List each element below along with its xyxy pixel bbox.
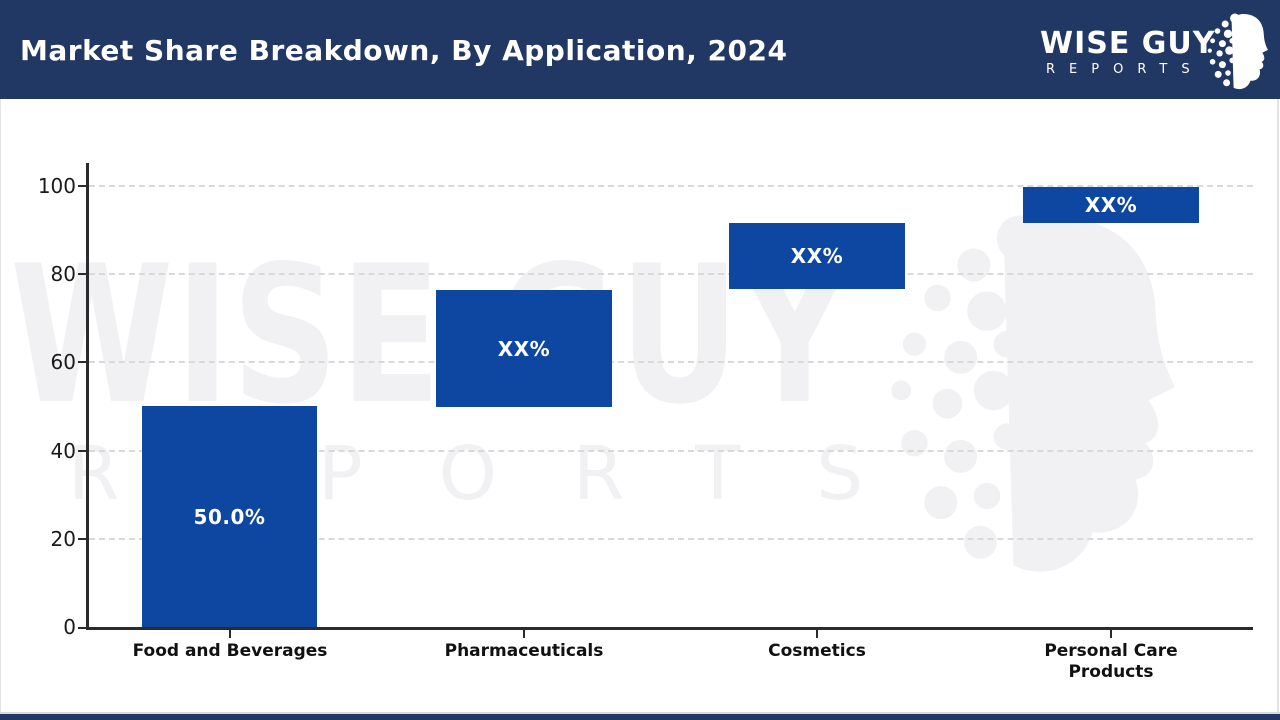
bar-value-label: XX% bbox=[790, 244, 844, 268]
bar-value-label: XX% bbox=[1084, 193, 1138, 217]
page-border-left bbox=[0, 99, 1, 713]
x-label-cosmetics: Cosmetics bbox=[768, 641, 866, 661]
bar-personal-care-products: XX% bbox=[1023, 187, 1199, 223]
gridline-80 bbox=[89, 273, 1253, 275]
bar-food-and-beverages: 50.0% bbox=[142, 406, 317, 627]
y-label-40: 40 bbox=[50, 439, 76, 463]
x-label-pharmaceuticals: Pharmaceuticals bbox=[444, 641, 604, 661]
footer-divider bbox=[0, 712, 1280, 714]
gridline-20 bbox=[89, 538, 1253, 540]
y-label-100: 100 bbox=[37, 174, 76, 198]
bar-cosmetics: XX% bbox=[729, 223, 905, 289]
bar-pharmaceuticals: XX% bbox=[436, 290, 612, 407]
x-tick-pharmaceuticals bbox=[523, 630, 525, 638]
y-tick-60 bbox=[78, 361, 87, 363]
chart-title: Market Share Breakdown, By Application, … bbox=[20, 34, 788, 67]
y-tick-80 bbox=[78, 273, 87, 275]
page-border-right bbox=[1277, 99, 1279, 713]
brand-logo: WISE GUY REPORTS bbox=[1006, 6, 1268, 94]
header-bar: Market Share Breakdown, By Application, … bbox=[0, 0, 1280, 99]
x-tick-food-and-beverages bbox=[229, 630, 231, 638]
y-tick-40 bbox=[78, 450, 87, 452]
gridline-100 bbox=[89, 185, 1253, 187]
watermark-wordmark: WISE GUY bbox=[10, 225, 850, 446]
x-label-food-and-beverages: Food and Beverages bbox=[132, 641, 328, 661]
brand-subname: REPORTS bbox=[1046, 62, 1204, 77]
footer-bar bbox=[0, 714, 1280, 720]
y-tick-100 bbox=[78, 185, 87, 187]
chart-area: WISE GUY REPORTS bbox=[0, 99, 1280, 713]
y-axis-line bbox=[86, 163, 89, 630]
bar-value-label: 50.0% bbox=[193, 504, 266, 529]
y-label-0: 0 bbox=[63, 615, 76, 639]
y-tick-20 bbox=[78, 538, 87, 540]
gridline-40 bbox=[89, 450, 1253, 452]
y-label-80: 80 bbox=[50, 262, 76, 286]
y-label-60: 60 bbox=[50, 350, 76, 374]
x-tick-cosmetics bbox=[816, 630, 818, 638]
x-axis-line bbox=[86, 627, 1253, 630]
x-label-personal-care-products: Personal Care Products bbox=[1044, 641, 1178, 682]
x-tick-personal-care-products bbox=[1110, 630, 1112, 638]
bar-value-label: XX% bbox=[497, 336, 551, 361]
wiseguy-face-icon bbox=[1207, 13, 1268, 90]
gridline-60 bbox=[89, 361, 1253, 363]
y-label-20: 20 bbox=[50, 527, 76, 551]
y-tick-0 bbox=[78, 627, 87, 629]
brand-name: WISE GUY bbox=[1040, 26, 1216, 61]
